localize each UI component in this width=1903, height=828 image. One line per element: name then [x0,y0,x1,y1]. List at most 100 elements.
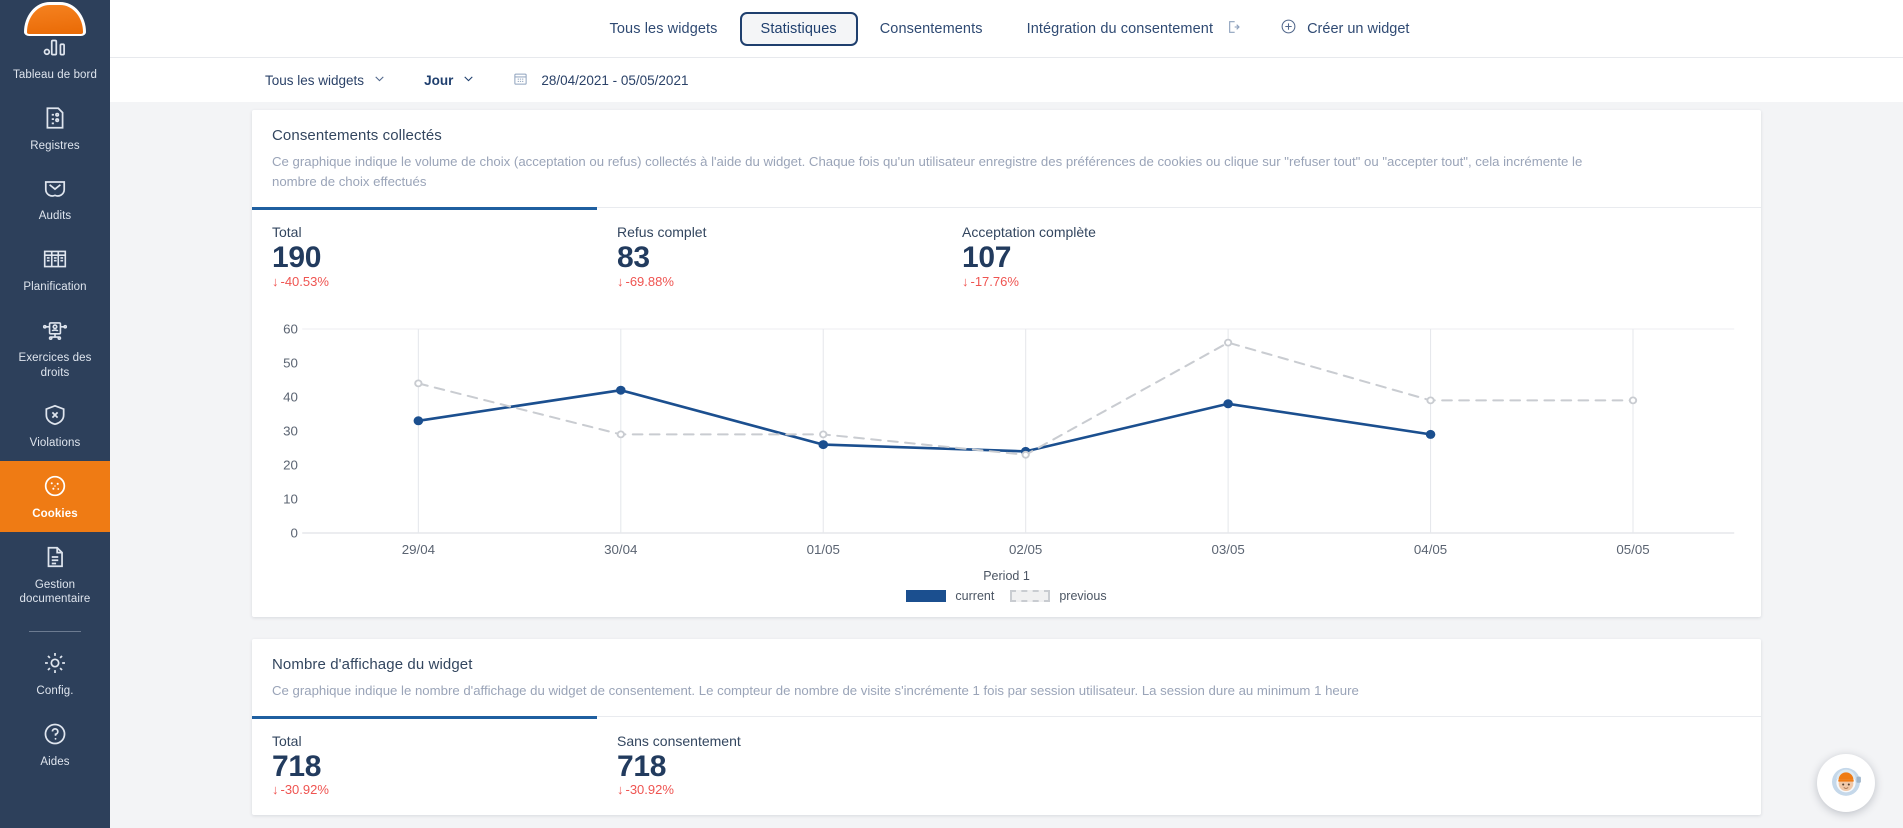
tab-tous-les-widgets[interactable]: Tous les widgets [609,20,718,37]
sidebar-item-exercices-des-droits[interactable]: Exercices des droits [0,305,110,390]
arrow-down-icon: ↓ [272,781,279,797]
sidebar-item-audits[interactable]: Audits [0,163,110,234]
sidebar-item-label: Audits [38,210,72,223]
sidebar-item-violations[interactable]: Violations [0,390,110,461]
svg-text:03/05: 03/05 [1211,542,1244,557]
bar-chart-icon [41,33,69,61]
tab-consentements[interactable]: Consentements [879,20,983,37]
help-circle-icon [41,720,69,748]
legend-label-previous: previous [1059,588,1107,603]
astronaut-avatar-icon [1825,760,1867,807]
kpi-label: Total [272,732,302,749]
sidebar-divider [29,631,81,633]
arrow-down-icon: ↓ [962,273,969,289]
sidebar-item-label: Tableau de bord [13,69,97,81]
cookie-icon [41,472,69,500]
svg-text:02/05: 02/05 [1009,542,1042,557]
sidebar-item-registres[interactable]: Registres [0,93,110,164]
date-range-picker[interactable]: 28/04/2021 - 05/05/2021 [513,71,688,89]
svg-text:01/05: 01/05 [807,542,840,557]
kpi-row: Total 718 ↓ -30.92% Sans consentement 71… [252,715,1761,815]
main-content: Tous les widgets Statistiques Consenteme… [110,0,1903,828]
create-widget-button[interactable]: Créer un widget [1264,10,1425,47]
chat-widget-button[interactable] [1817,754,1875,812]
tab-statistiques[interactable]: Statistiques [739,11,858,46]
kpi-total[interactable]: Total 718 ↓ -30.92% [252,715,597,815]
registry-icon [41,104,69,132]
arrow-down-icon: ↓ [617,273,624,289]
logo-icon [24,2,86,36]
kpi-total[interactable]: Total 190 ↓ -40.53% [252,207,597,306]
chevron-down-icon [462,72,475,88]
kpi-delta-value: -30.92% [280,781,329,797]
svg-text:05/05: 05/05 [1616,542,1649,557]
plus-circle-icon [1280,18,1297,39]
kpi-delta-value: -17.76% [970,273,1019,289]
chevron-down-icon [373,72,386,88]
document-icon [41,543,69,571]
sidebar-item-label: Exercices des droits [18,351,92,379]
filter-bar: Tous les widgets Jour 28/04/2021 - 05/05… [110,58,1903,102]
card-description: Ce graphique indique le nombre d'afficha… [272,682,1359,698]
line-chart[interactable]: 0 10 20 30 40 50 60 29/04 30/04 01/05 02/05 03/05 04… [252,307,1761,617]
widget-filter-dropdown[interactable]: Tous les widgets [265,72,386,88]
kpi-acceptation-complete[interactable]: Acceptation complète 107 ↓ -17.76% [942,208,1287,306]
sidebar-item-gestion-documentaire[interactable]: Gestion documentaire [0,532,110,617]
tab-label: Intégration du consentement [1026,20,1214,37]
kpi-delta: ↓ -17.76% [962,274,1267,289]
card-description: Ce graphique indique le volume de choix … [272,154,1583,190]
sidebar-item-label: Registres [30,139,80,152]
svg-text:60: 60 [283,321,298,336]
arrow-down-icon: ↓ [617,781,624,797]
svg-text:50: 50 [283,355,298,370]
card-consentements-collectes: Consentements collectés Ce graphique ind… [252,110,1761,617]
svg-text:10: 10 [283,491,298,506]
shield-x-icon [41,401,69,429]
card-title: Consentements collectés [272,127,442,144]
legend-label-current: current [955,588,995,603]
legend-item-current[interactable]: current [906,589,994,603]
chart-legend: current previous [266,589,1747,603]
kpi-row: Total 190 ↓ -40.53% Refus complet 83 ↓ -… [252,207,1761,306]
sidebar-item-tableau-de-bord[interactable]: Tableau de bord [0,22,110,93]
user-rights-icon [41,316,69,344]
arrow-down-icon: ↓ [272,273,279,289]
sidebar-item-planification[interactable]: Planification [0,234,110,305]
dashboard-scroll-area[interactable]: Consentements collectés Ce graphique ind… [110,102,1903,828]
card-header: Consentements collectés Ce graphique ind… [252,110,1761,207]
top-tab-bar: Tous les widgets Statistiques Consenteme… [110,0,1903,58]
chart-xlabel: Period 1 [983,568,1030,583]
kpi-sans-consentement[interactable]: Sans consentement 718 ↓ -30.92% [597,717,942,815]
kpi-value: 718 [617,749,667,783]
granularity-filter-dropdown[interactable]: Jour [424,72,475,88]
sidebar-item-label: Planification [23,281,87,294]
create-widget-label: Créer un widget [1307,20,1410,37]
sidebar-item-label: Gestion documentaire [19,578,91,606]
kpi-label: Refus complet [617,224,707,241]
svg-text:40: 40 [283,389,298,404]
kpi-value: 718 [272,749,322,783]
kpi-refus-complet[interactable]: Refus complet 83 ↓ -69.88% [597,208,942,306]
legend-swatch-current [906,589,947,602]
app-logo[interactable] [0,0,110,36]
sidebar-item-aides[interactable]: Aides [0,709,110,780]
svg-text:0: 0 [291,525,298,540]
kpi-delta: ↓ -30.92% [617,782,922,797]
legend-item-previous[interactable]: previous [1010,588,1107,603]
sidebar-item-label: Aides [40,755,70,768]
sidebar-item-label: Config. [36,685,74,698]
legend-swatch-previous [1010,589,1051,602]
external-link-icon [1226,19,1242,39]
sidebar-item-cookies[interactable]: Cookies [0,461,110,532]
card-header: Nombre d'affichage du widget Ce graphiqu… [252,639,1761,716]
tab-integration-du-consentement[interactable]: Intégration du consentement [1005,11,1265,47]
kpi-delta-value: -30.92% [625,781,674,797]
svg-text:30/04: 30/04 [604,542,637,557]
kpi-value: 190 [272,241,322,275]
sidebar-item-label: Cookies [32,508,78,521]
granularity-filter-label: Jour [424,72,454,88]
svg-text:20: 20 [283,457,298,472]
kpi-delta: ↓ -40.53% [272,274,577,289]
sidebar-item-config[interactable]: Config. [0,638,110,709]
kpi-label: Acceptation complète [962,224,1096,241]
